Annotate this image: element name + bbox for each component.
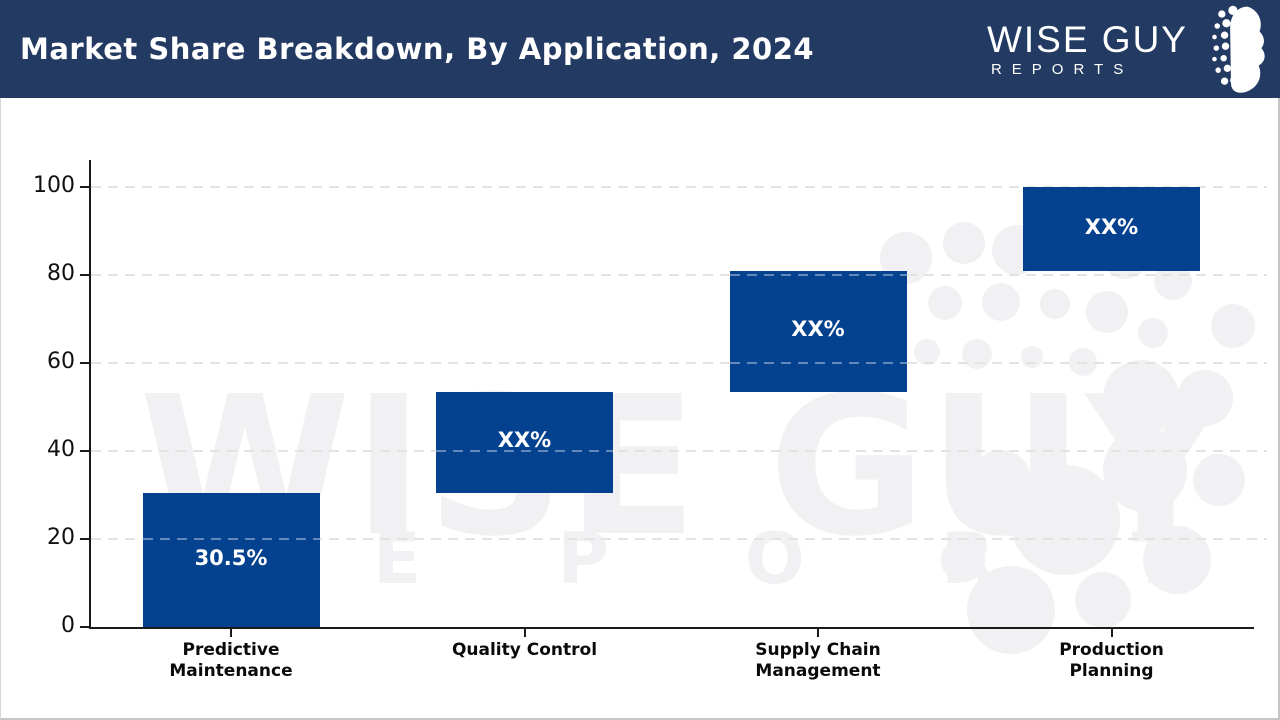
header-bar: Market Share Breakdown, By Application, … — [0, 0, 1280, 98]
gridline — [91, 186, 1267, 188]
y-axis-tick — [80, 450, 89, 452]
wiseguy-face-icon — [1212, 5, 1265, 93]
y-tick-label: 40 — [47, 437, 75, 462]
chart-canvas: WISE GUY R E P O R T S 02040608010030.5%… — [0, 98, 1280, 720]
x-category-label: Supply Chain Management — [755, 640, 881, 682]
y-axis-tick — [80, 626, 89, 628]
page-title: Market Share Breakdown, By Application, … — [20, 32, 815, 66]
bar-segment: XX% — [729, 270, 907, 392]
x-axis-line — [89, 627, 1254, 629]
y-axis-tick — [80, 186, 89, 188]
x-axis-tick — [230, 628, 232, 637]
wiseguy-logo: WISE GUY REPORTS — [987, 3, 1266, 95]
y-axis-tick — [80, 538, 89, 540]
gridline — [91, 450, 1267, 452]
x-axis-tick — [1110, 628, 1113, 637]
y-axis-line — [89, 160, 91, 629]
y-tick-label: 0 — [61, 613, 75, 638]
plot-area: 0 20 40 60 80 100 30.5% Predictive Maintenance X… — [1, 98, 1280, 720]
y-tick-label: 60 — [47, 349, 75, 374]
bar-value-label: 30.5% — [194, 545, 268, 570]
x-category-label: Quality Control — [451, 640, 598, 660]
x-category-label: Predictive Maintenance — [169, 640, 293, 682]
gridline-over-bar — [729, 273, 907, 276]
logo-subtitle: REPORTS — [990, 61, 1134, 78]
y-tick-label: 80 — [47, 261, 75, 286]
y-tick-label: 20 — [47, 525, 75, 550]
gridline — [91, 538, 1267, 540]
gridline-over-bar — [142, 537, 320, 540]
bar-segment: XX% — [436, 391, 613, 493]
gridline-over-bar — [436, 449, 613, 452]
logo-wordmark: WISE GUY — [986, 19, 1188, 60]
gridline-over-bar — [729, 361, 907, 364]
gridline — [91, 274, 1267, 276]
y-axis-tick — [80, 274, 89, 276]
x-axis-tick — [523, 628, 526, 637]
gridline — [91, 362, 1267, 364]
wiseguy-logo-text: WISE GUY REPORTS — [987, 21, 1188, 77]
y-axis-tick — [80, 362, 89, 364]
bar-segment: 30.5% — [142, 492, 320, 627]
bar-value-label: XX% — [791, 317, 845, 342]
bar-value-label: XX% — [1084, 214, 1139, 239]
x-axis-tick — [817, 628, 819, 637]
bar-segment: XX% — [1023, 187, 1200, 271]
y-tick-label: 100 — [33, 173, 75, 198]
x-category-label: Production Planning — [1059, 640, 1164, 682]
bar-value-label: XX% — [497, 428, 552, 453]
